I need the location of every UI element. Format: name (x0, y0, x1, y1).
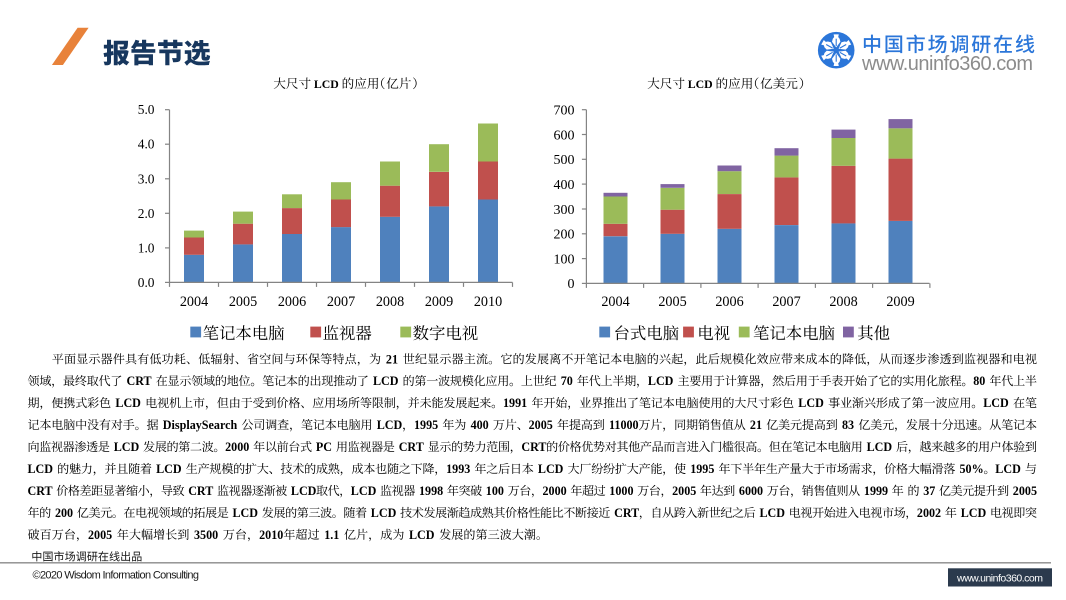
svg-text:70: 70 (561, 374, 573, 388)
svg-text:PC: PC (316, 440, 332, 454)
svg-text:2.0: 2.0 (138, 206, 155, 221)
svg-text:1.0: 1.0 (138, 240, 155, 255)
svg-text:CRT: CRT (127, 374, 152, 388)
svg-text:LCD: LCD (648, 374, 674, 388)
svg-text:2009: 2009 (425, 294, 453, 310)
svg-text:2005: 2005 (672, 484, 696, 498)
svg-text:83: 83 (842, 418, 854, 432)
svg-text:3.0: 3.0 (138, 171, 155, 186)
svg-text:LCD: LCD (983, 396, 1009, 410)
svg-text:2007: 2007 (327, 294, 355, 310)
svg-text:2007: 2007 (772, 294, 800, 310)
svg-text:200: 200 (554, 228, 575, 243)
svg-text:CRT: CRT (399, 440, 424, 454)
svg-text:CRT: CRT (521, 440, 546, 454)
svg-text:www.uninfo360.com: www.uninfo360.com (956, 573, 1043, 585)
svg-text:200: 200 (55, 506, 73, 520)
svg-text:LCD: LCD (760, 506, 786, 520)
svg-text:2004: 2004 (601, 294, 629, 310)
svg-text:CRT: CRT (188, 484, 213, 498)
svg-text:6000: 6000 (739, 484, 763, 498)
svg-text:DisplaySearch: DisplaySearch (163, 418, 238, 432)
svg-text:2000: 2000 (225, 440, 249, 454)
svg-text:0: 0 (568, 277, 575, 292)
svg-text:LCD: LCD (291, 484, 317, 498)
svg-text:2010: 2010 (259, 528, 283, 542)
svg-text:LCD: LCD (314, 77, 339, 91)
svg-text:1995: 1995 (690, 462, 714, 476)
svg-text:1000: 1000 (609, 484, 633, 498)
svg-text:2005: 2005 (529, 418, 553, 432)
svg-text:2006: 2006 (715, 294, 743, 310)
svg-text:LCD: LCD (115, 396, 141, 410)
svg-text:1991: 1991 (503, 396, 527, 410)
svg-text:2006: 2006 (278, 294, 306, 310)
svg-text:LCD: LCD (538, 462, 564, 476)
svg-text:www.uninfo360.com: www.uninfo360.com (861, 53, 1033, 75)
svg-text:LCD: LCD (233, 506, 259, 520)
svg-text:2010: 2010 (474, 294, 502, 310)
svg-text:2005: 2005 (658, 294, 686, 310)
svg-text:LCD: LCD (28, 462, 54, 476)
svg-text:11000: 11000 (609, 418, 639, 432)
svg-text:400: 400 (554, 178, 575, 193)
svg-text:LCD: LCD (156, 462, 182, 476)
svg-text:CRT: CRT (28, 484, 53, 498)
svg-text:CRT: CRT (614, 506, 639, 520)
svg-text:21: 21 (750, 418, 762, 432)
svg-text:50%: 50% (960, 462, 984, 476)
svg-text:3500: 3500 (194, 528, 218, 542)
svg-text:LCD: LCD (867, 440, 893, 454)
svg-text:2005: 2005 (1013, 484, 1037, 498)
svg-text:100: 100 (554, 252, 575, 267)
svg-text:2005: 2005 (229, 294, 257, 310)
svg-text:600: 600 (554, 128, 575, 143)
svg-text:LCD: LCD (409, 528, 435, 542)
svg-text:100: 100 (486, 484, 504, 498)
svg-text:LCD: LCD (688, 77, 713, 91)
svg-text:LCD: LCD (377, 418, 403, 432)
svg-text:5.0: 5.0 (138, 102, 155, 117)
svg-text:2005: 2005 (88, 528, 112, 542)
svg-text:2000: 2000 (543, 484, 567, 498)
svg-text:1.1: 1.1 (324, 528, 339, 542)
svg-text:21: 21 (386, 352, 398, 366)
svg-text:©2020 Wisdom Information Consu: ©2020 Wisdom Information Consulting (33, 570, 200, 582)
svg-text:LCD: LCD (114, 440, 140, 454)
svg-text:400: 400 (471, 418, 489, 432)
svg-text:4.0: 4.0 (138, 137, 155, 152)
svg-text:0.0: 0.0 (138, 275, 155, 290)
svg-text:2002: 2002 (917, 506, 941, 520)
svg-text:1998: 1998 (419, 484, 443, 498)
svg-text:37: 37 (923, 484, 935, 498)
svg-text:80: 80 (973, 374, 985, 388)
svg-text:1995: 1995 (414, 418, 438, 432)
svg-text:1999: 1999 (864, 484, 888, 498)
svg-text:LCD: LCD (373, 374, 399, 388)
svg-text:2008: 2008 (829, 294, 857, 310)
svg-text:LCD: LCD (961, 506, 987, 520)
svg-text:2009: 2009 (886, 294, 914, 310)
svg-text:300: 300 (554, 203, 575, 218)
svg-text:LCD: LCD (798, 396, 824, 410)
svg-text:LCD: LCD (351, 484, 377, 498)
svg-text:LCD: LCD (371, 506, 397, 520)
svg-text:500: 500 (554, 153, 575, 168)
svg-text:LCD: LCD (995, 462, 1021, 476)
svg-text:700: 700 (554, 104, 575, 119)
svg-text:1993: 1993 (446, 462, 470, 476)
svg-text:2008: 2008 (376, 294, 404, 310)
svg-text:2004: 2004 (180, 294, 208, 310)
